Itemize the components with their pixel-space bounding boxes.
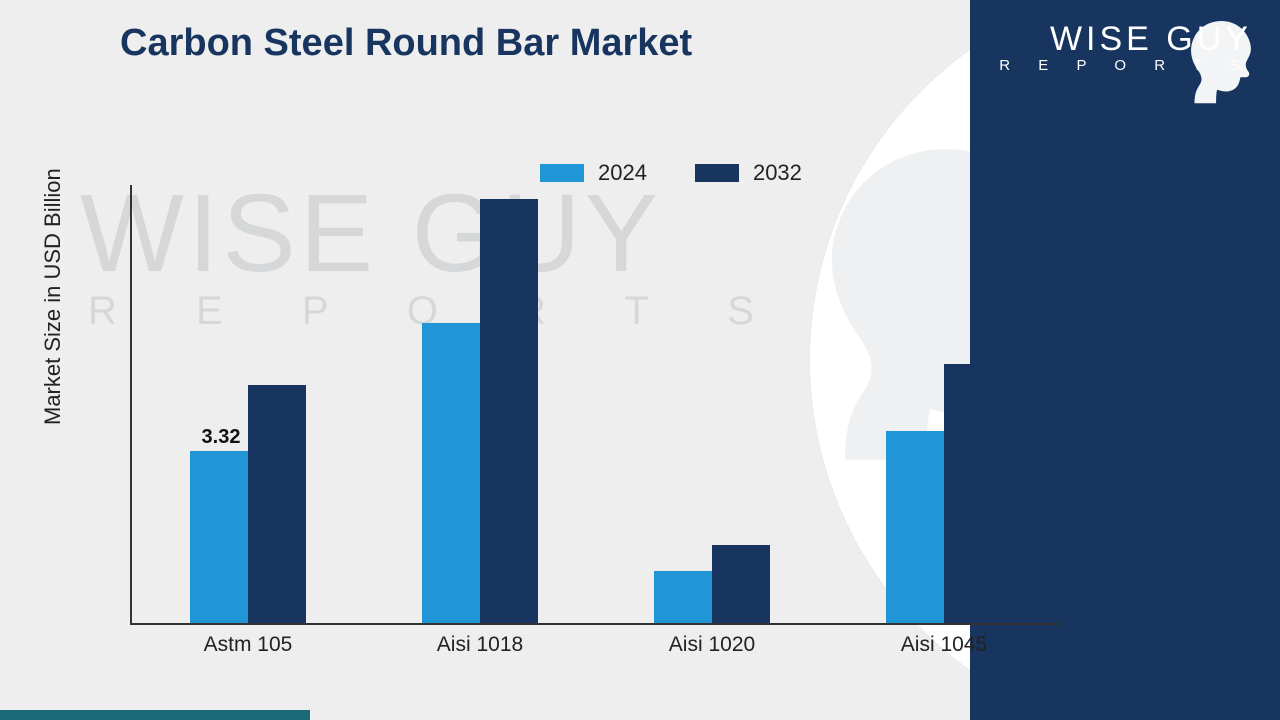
bar	[422, 323, 480, 623]
brand-head-icon	[1172, 16, 1262, 106]
brand-logo: WISE GUY R E P O R T S	[992, 20, 1252, 74]
bar-group: Aisi 1020	[596, 185, 828, 623]
bar	[712, 545, 770, 623]
chart-title: Carbon Steel Round Bar Market	[120, 22, 692, 65]
x-axis-label: Aisi 1045	[828, 633, 1060, 657]
stage: WISE GUY R E P O R T S Carbon Steel Roun…	[0, 0, 1280, 720]
y-axis-label: Market Size in USD Billion	[40, 168, 66, 425]
x-axis-label: Aisi 1020	[596, 633, 828, 657]
bar	[480, 199, 538, 623]
bar	[654, 571, 712, 623]
bar	[248, 385, 306, 623]
bottom-accent-bar	[0, 710, 310, 720]
plot-area: Astm 105Aisi 1018Aisi 1020Aisi 1045 3.32	[130, 185, 1060, 625]
chart: Market Size in USD Billion Astm 105Aisi …	[60, 175, 1070, 675]
bar-group: Aisi 1045	[828, 185, 1060, 623]
x-axis-label: Aisi 1018	[364, 633, 596, 657]
bar-group: Aisi 1018	[364, 185, 596, 623]
bar	[886, 431, 944, 623]
bar	[944, 364, 1002, 623]
bar-groups: Astm 105Aisi 1018Aisi 1020Aisi 1045	[132, 185, 1060, 623]
bar-value-label: 3.32	[202, 426, 241, 449]
bar	[190, 451, 248, 623]
x-axis-label: Astm 105	[132, 633, 364, 657]
bar-group: Astm 105	[132, 185, 364, 623]
